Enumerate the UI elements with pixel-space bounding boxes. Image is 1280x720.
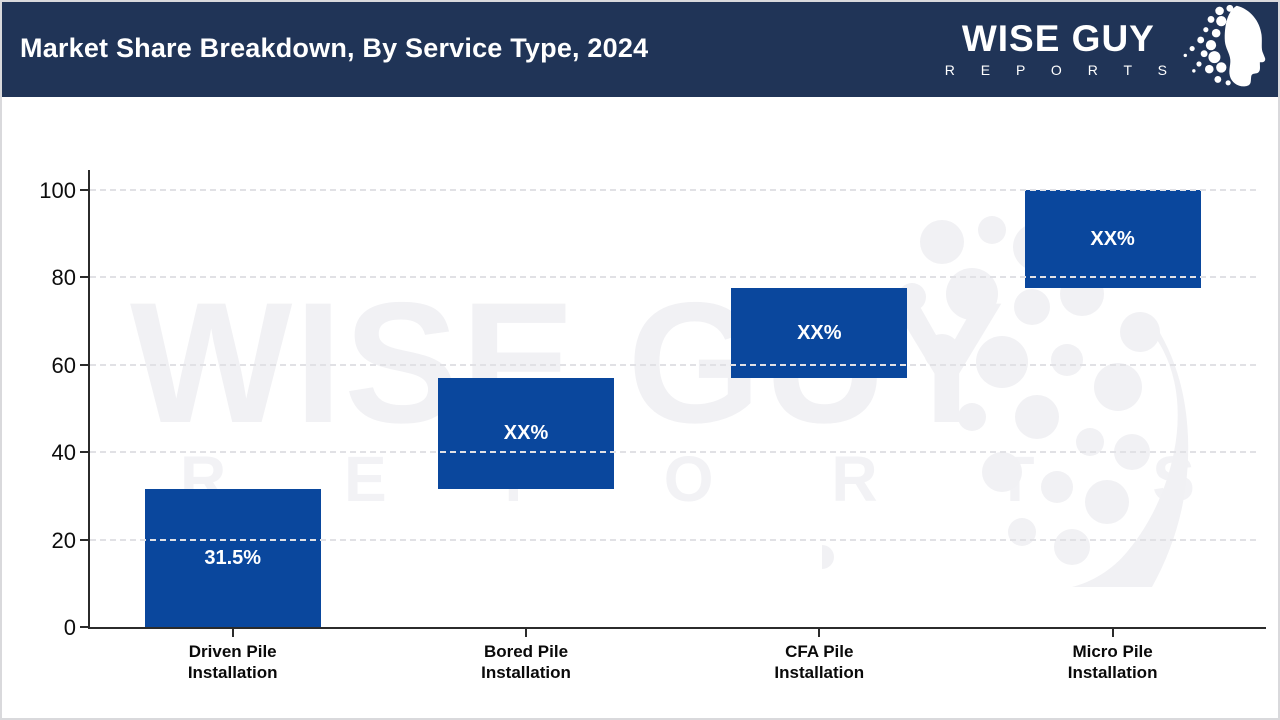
category-label-1: Driven Pile Installation xyxy=(123,641,343,683)
gridline-40 xyxy=(90,451,1256,454)
y-tick-40 xyxy=(80,451,88,454)
logo-text: WISE GUY R E P O R T S xyxy=(939,20,1178,77)
category-label-2: Bored Pile Installation xyxy=(416,641,636,683)
gridline-100 xyxy=(90,189,1256,191)
category-line1: Bored Pile xyxy=(483,642,569,661)
category-line2: Installation xyxy=(1067,663,1158,682)
watermark-subtitle: R E P O R T S xyxy=(180,443,1245,515)
y-tick-label-0: 0 xyxy=(63,615,76,640)
bar-1: 31.5% xyxy=(144,489,321,627)
logo-wordmark: WISE GUY xyxy=(961,18,1155,59)
bar-value-label-1: 31.5% xyxy=(204,546,262,569)
y-tick-label-100: 100 xyxy=(39,178,76,203)
y-tick-0 xyxy=(80,626,88,628)
category-line2: Installation xyxy=(481,663,571,682)
y-tick-20 xyxy=(80,538,88,541)
category-line2: Installation xyxy=(774,663,865,682)
header-bar: Market Share Breakdown, By Service Type,… xyxy=(2,2,1278,97)
gridline-60 xyxy=(90,363,1256,366)
category-line2: Installation xyxy=(187,663,278,682)
chart-title: Market Share Breakdown, By Service Type,… xyxy=(20,33,649,63)
y-tick-label-40: 40 xyxy=(51,440,76,466)
y-tick-60 xyxy=(80,363,88,366)
gridline-20 xyxy=(90,538,1256,541)
category-line1: Micro Pile xyxy=(1072,642,1153,661)
y-tick-label-60: 60 xyxy=(51,352,76,378)
x-tick-2 xyxy=(525,629,527,637)
logo-face-icon xyxy=(1180,4,1266,93)
y-tick-100 xyxy=(80,189,88,191)
bar-value-label-2: XX% xyxy=(503,422,549,445)
bar-3: XX% xyxy=(731,288,908,378)
wise-guy-logo: WISE GUY R E P O R T S xyxy=(939,4,1266,93)
y-tick-label-20: 20 xyxy=(51,527,76,553)
bar-value-label-3: XX% xyxy=(797,321,842,344)
category-line1: Driven Pile xyxy=(188,642,277,661)
y-tick-80 xyxy=(80,276,88,279)
x-tick-3 xyxy=(818,629,821,637)
bar-2: XX% xyxy=(438,377,614,490)
bar-value-label-4: XX% xyxy=(1090,227,1135,250)
gridline-80 xyxy=(90,276,1256,279)
y-axis-line xyxy=(88,170,90,629)
category-label-4: Micro Pile Installation xyxy=(1003,641,1223,683)
logo-subtitle: R E P O R T S xyxy=(944,62,1178,78)
bar-4: XX% xyxy=(1024,190,1201,289)
x-tick-1 xyxy=(231,629,234,637)
x-tick-4 xyxy=(1111,629,1114,637)
y-tick-label-80: 80 xyxy=(51,265,76,291)
x-axis-line xyxy=(88,627,1266,629)
category-label-3: CFA Pile Installation xyxy=(709,641,929,683)
category-line1: CFA Pile xyxy=(785,642,854,661)
